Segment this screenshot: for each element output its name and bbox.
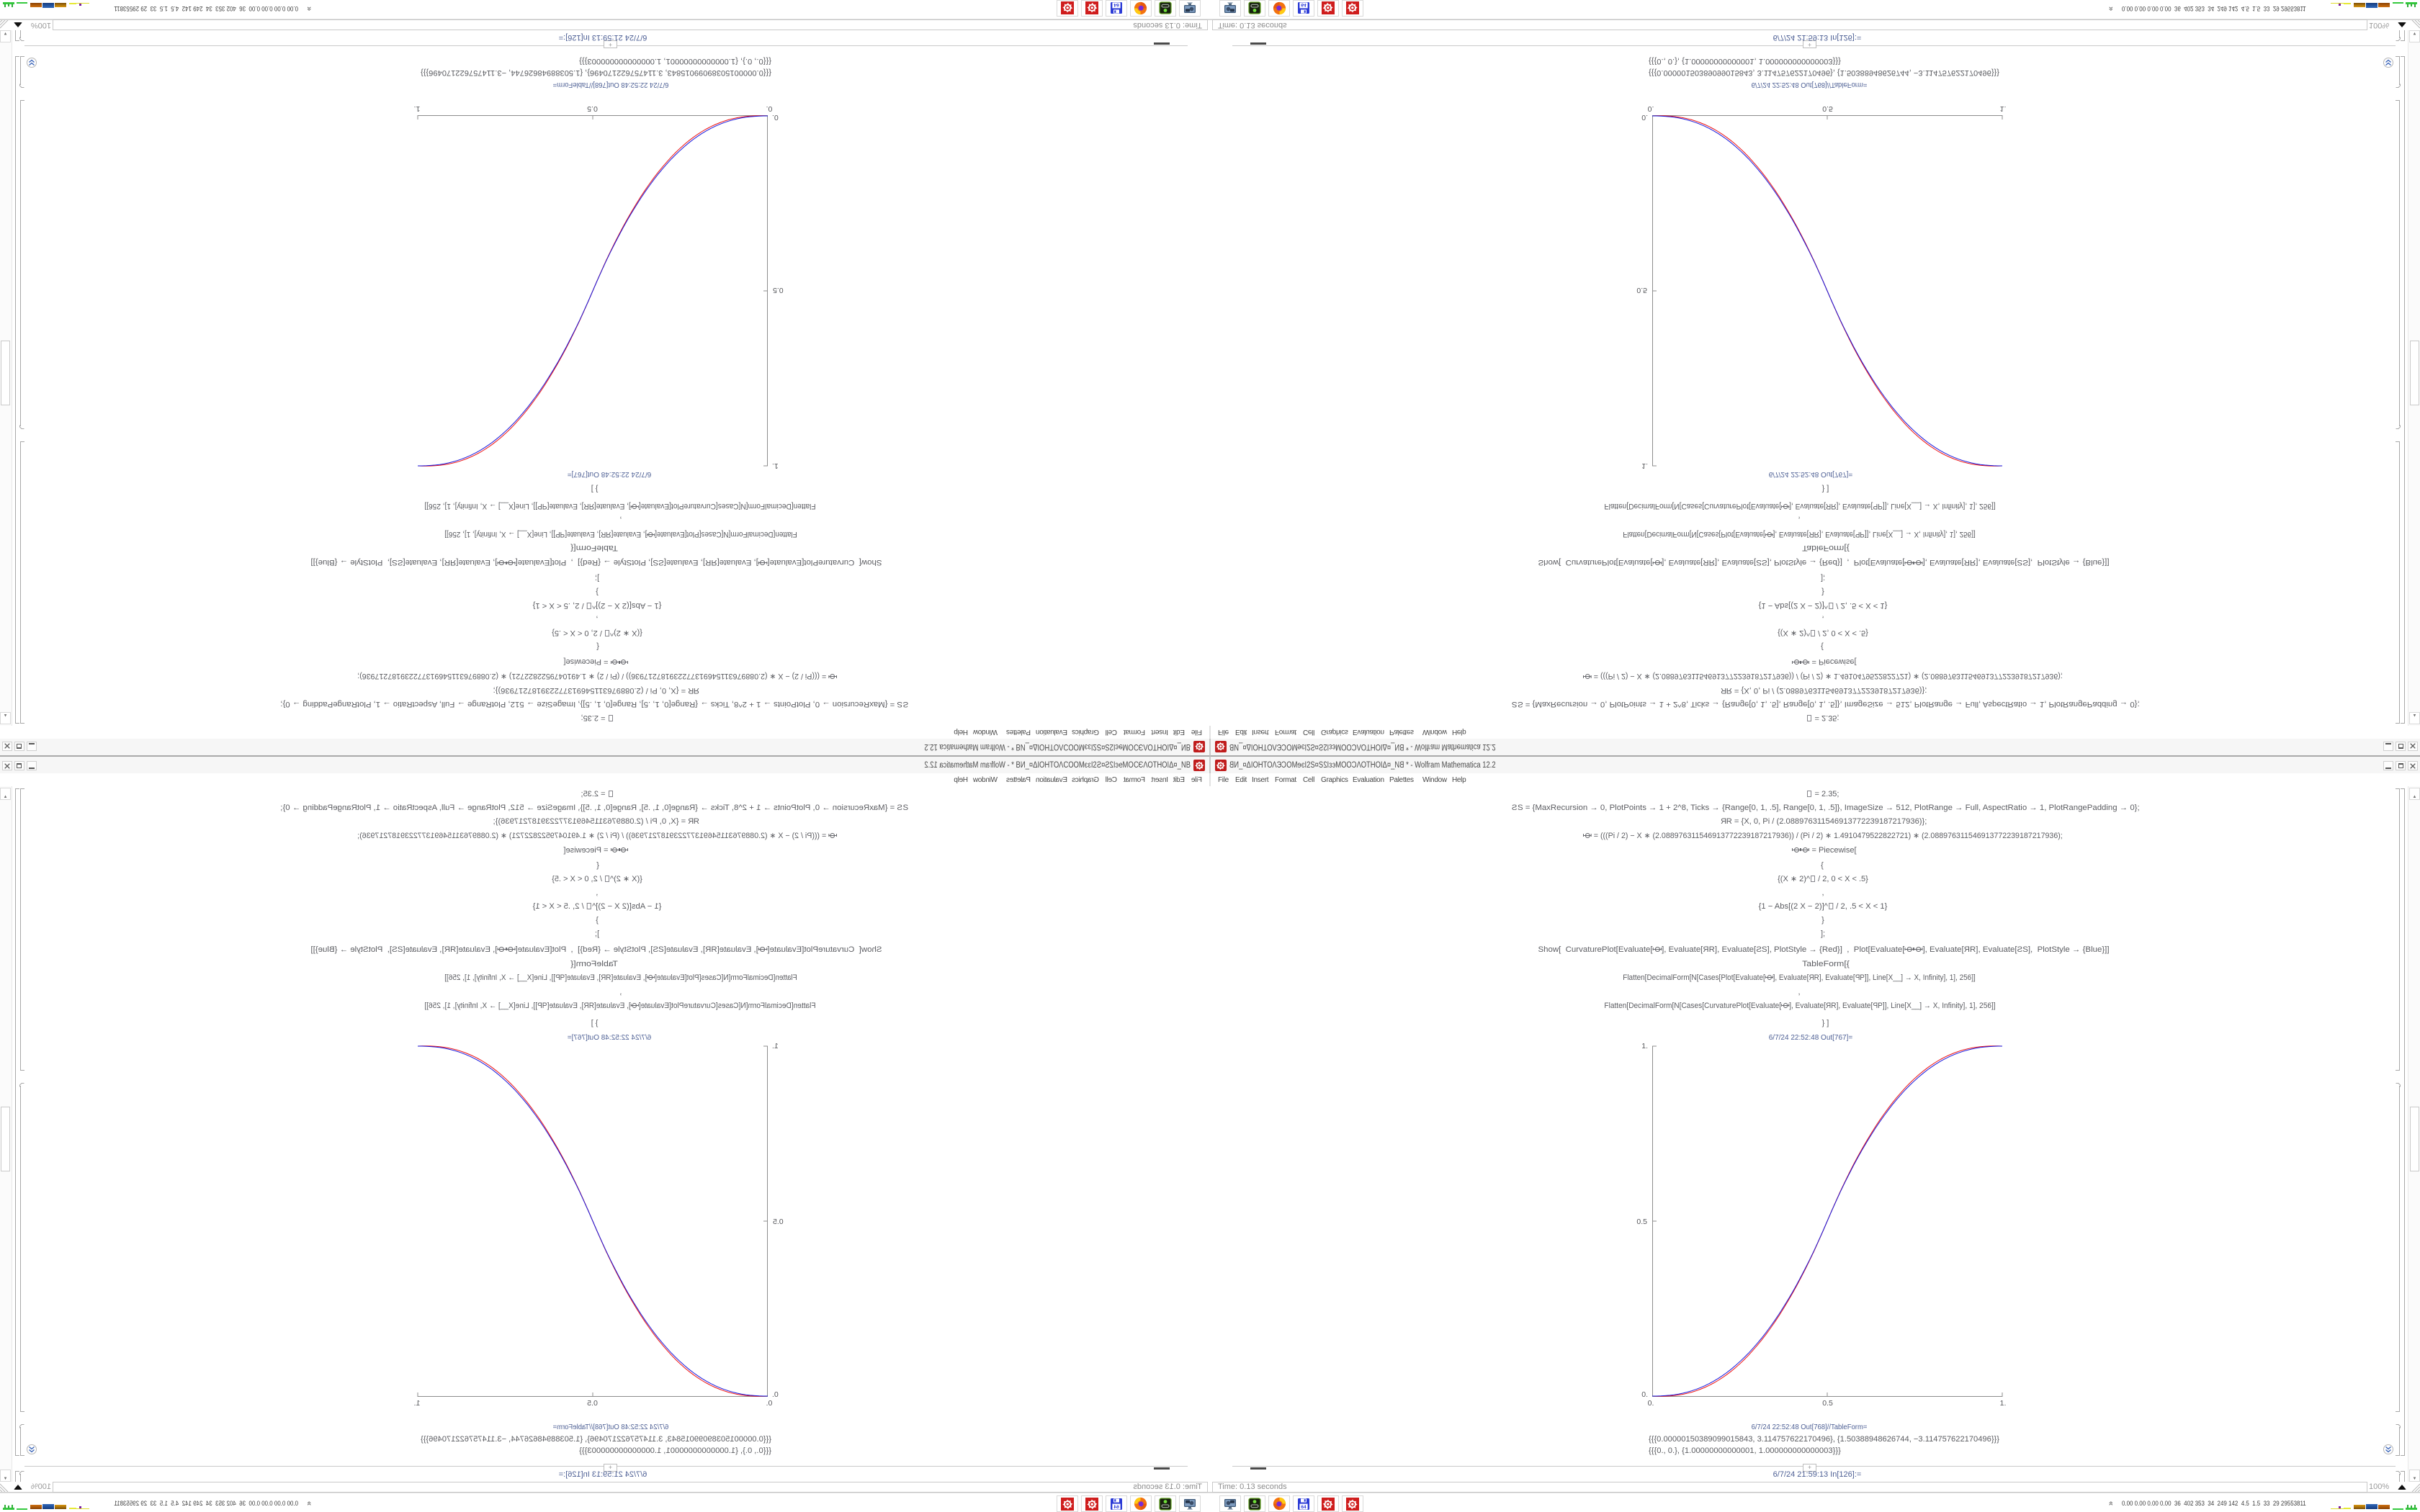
svg-text:64: 64 (1113, 3, 1119, 8)
svg-text:64: 64 (1113, 1505, 1119, 1510)
svg-text:64: 64 (1301, 1505, 1307, 1510)
svg-text:64: 64 (1301, 3, 1307, 8)
